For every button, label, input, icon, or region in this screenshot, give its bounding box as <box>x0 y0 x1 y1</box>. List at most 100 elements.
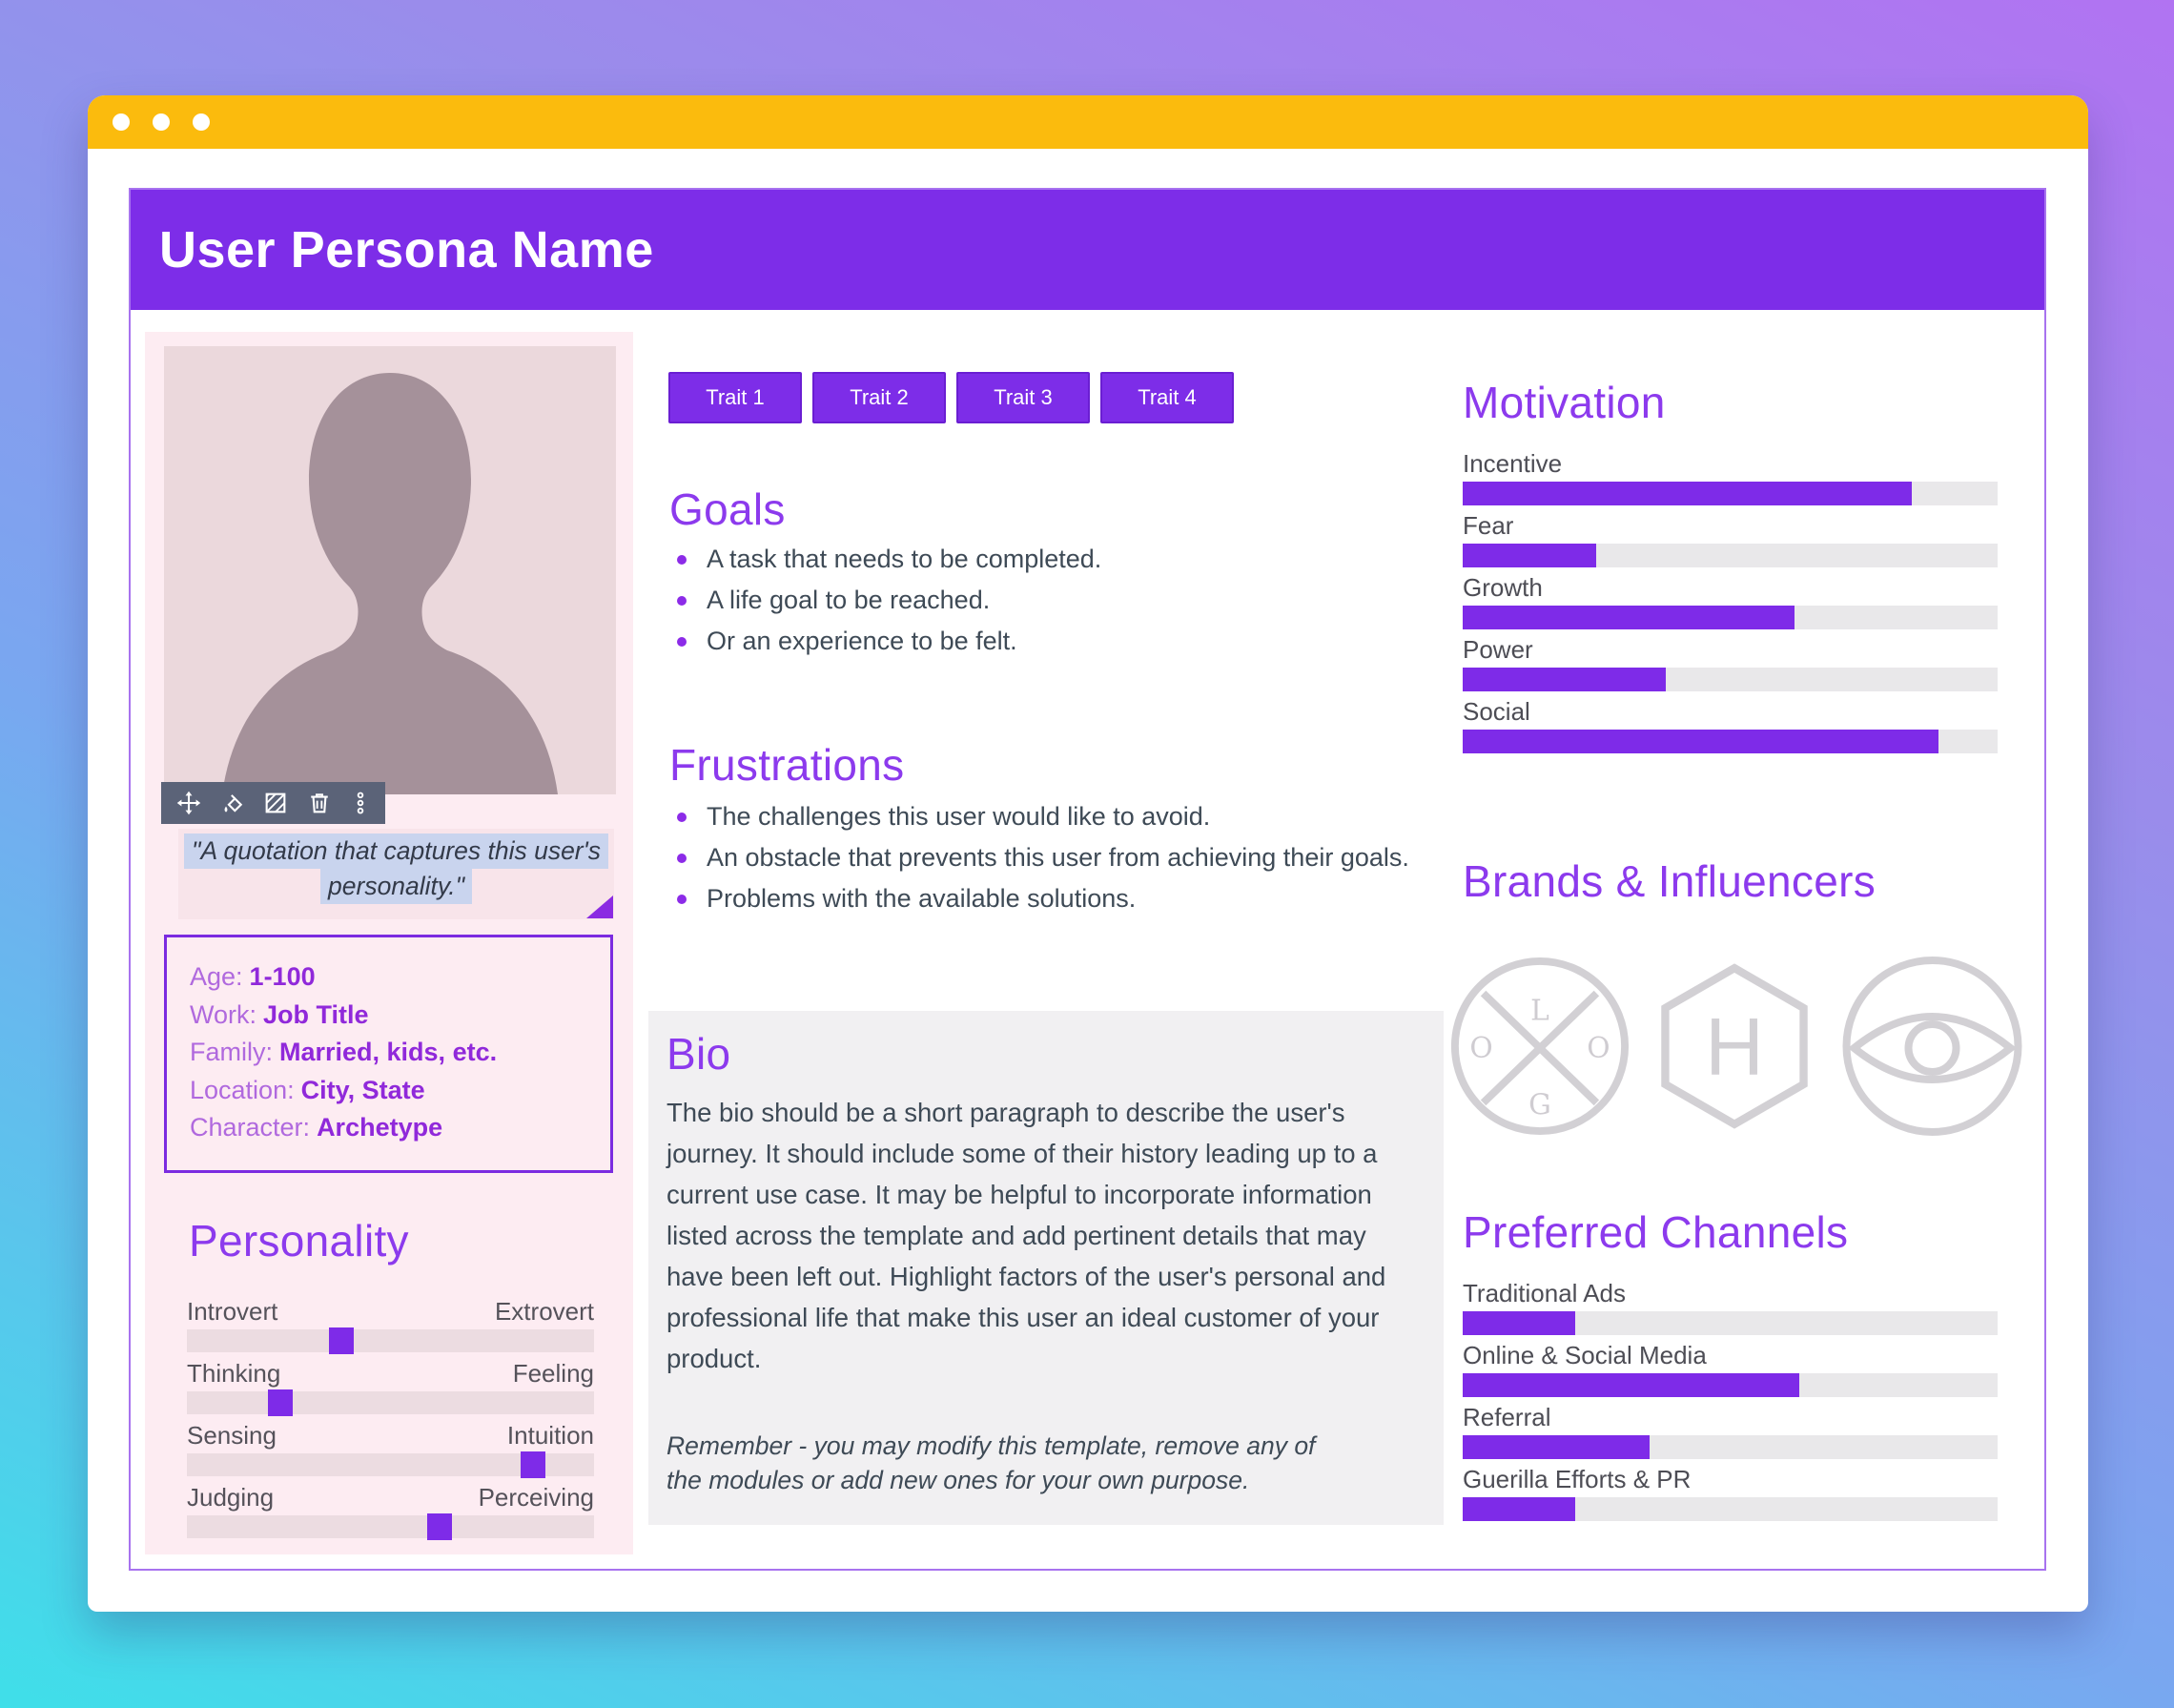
motivation-bars: Incentive Fear Growth Power <box>1463 449 1998 759</box>
channel-bars: Traditional Ads Online & Social Media Re… <box>1463 1279 1998 1527</box>
bar-track[interactable] <box>1463 1497 1998 1521</box>
bar-track[interactable] <box>1463 482 1998 505</box>
goal-item: Or an experience to be felt. <box>675 621 1438 662</box>
bar-track[interactable] <box>1463 1435 1998 1459</box>
info-character: Character: Archetype <box>190 1113 443 1142</box>
channel-bar-online-social: Online & Social Media <box>1463 1341 1998 1403</box>
slider-left-label: Judging <box>187 1483 275 1512</box>
page-title: User Persona Name <box>159 221 654 278</box>
bar-track[interactable] <box>1463 606 1998 629</box>
bar-fill <box>1463 1311 1575 1335</box>
slider-handle[interactable] <box>520 1451 545 1478</box>
motivation-title: Motivation <box>1463 378 1666 427</box>
element-toolbar <box>161 782 385 824</box>
slider-left-label: Sensing <box>187 1421 277 1450</box>
bar-fill <box>1463 1435 1651 1459</box>
brand-logos: L O O G H <box>1446 951 2030 1142</box>
bio-note: Remember - you may modify this template,… <box>667 1431 1316 1494</box>
bar-label: Online & Social Media <box>1463 1341 1707 1369</box>
move-icon[interactable] <box>175 790 202 816</box>
frustrations-title: Frustrations <box>669 740 905 790</box>
motivation-bar-growth: Growth <box>1463 573 1998 635</box>
motivation-bar-incentive: Incentive <box>1463 449 1998 511</box>
bio-section: Bio The bio should be a short paragraph … <box>648 1011 1444 1525</box>
slider-handle[interactable] <box>268 1389 294 1416</box>
bar-label: Power <box>1463 635 1533 664</box>
fill-color-icon[interactable] <box>219 790 246 816</box>
bar-fill <box>1463 1373 1800 1397</box>
frustration-item: An obstacle that prevents this user from… <box>675 837 1438 878</box>
slider-handle[interactable] <box>329 1327 355 1354</box>
slider-judging-perceiving: Judging Perceiving <box>187 1483 594 1540</box>
browser-window: User Persona Name <box>88 95 2088 1612</box>
bar-track[interactable] <box>1463 1373 1998 1397</box>
bio-title: Bio <box>667 1029 731 1079</box>
slider-track[interactable] <box>187 1513 594 1540</box>
channel-bar-traditional-ads: Traditional Ads <box>1463 1279 1998 1341</box>
quote-line-1: "A quotation that captures this user's <box>184 833 608 869</box>
persona-quote[interactable]: "A quotation that captures this user's p… <box>178 829 614 919</box>
window-control-dot[interactable] <box>113 113 130 131</box>
persona-template: User Persona Name <box>129 188 2046 1571</box>
bar-track[interactable] <box>1463 668 1998 691</box>
slider-right-label: Feeling <box>512 1359 594 1388</box>
slider-introvert-extrovert: Introvert Extrovert <box>187 1297 594 1354</box>
window-control-dot[interactable] <box>153 113 170 131</box>
bio-paragraph[interactable]: The bio should be a short paragraph to d… <box>667 1097 1386 1373</box>
motivation-bar-social: Social <box>1463 697 1998 759</box>
bar-fill <box>1463 1497 1575 1521</box>
bar-track[interactable] <box>1463 1311 1998 1335</box>
slider-right-label: Perceiving <box>478 1483 594 1512</box>
window-control-dot[interactable] <box>193 113 210 131</box>
slider-track[interactable] <box>187 1389 594 1416</box>
circle-x-logo-icon[interactable]: L O O G <box>1446 951 1634 1142</box>
hexagon-logo-icon[interactable]: H <box>1646 951 1823 1142</box>
trash-icon[interactable] <box>306 790 333 816</box>
slider-left-label: Introvert <box>187 1297 278 1326</box>
bar-fill <box>1463 606 1795 629</box>
svg-text:O: O <box>1469 1032 1492 1065</box>
eye-logo-icon[interactable] <box>1835 951 2030 1142</box>
persona-photo-placeholder[interactable] <box>164 346 616 794</box>
slider-track[interactable] <box>187 1327 594 1354</box>
slider-right-label: Intuition <box>506 1421 594 1450</box>
bar-label: Fear <box>1463 511 1514 540</box>
motivation-bar-fear: Fear <box>1463 511 1998 573</box>
demographics-box[interactable]: Age: 1-100 Work: Job Title Family: Married,… <box>164 935 613 1173</box>
channel-bar-referral: Referral <box>1463 1403 1998 1465</box>
svg-text:O: O <box>1587 1032 1610 1065</box>
bar-fill <box>1463 730 1939 753</box>
profile-panel: "A quotation that captures this user's p… <box>145 332 633 1554</box>
trait-4-button[interactable]: Trait 4 <box>1100 372 1234 423</box>
svg-text:H: H <box>1705 1002 1764 1093</box>
bar-fill <box>1463 482 1913 505</box>
bar-track[interactable] <box>1463 730 1998 753</box>
preferred-channels-title: Preferred Channels <box>1463 1207 1849 1257</box>
info-work: Work: Job Title <box>190 999 369 1029</box>
personality-title: Personality <box>189 1216 409 1266</box>
brands-title: Brands & Influencers <box>1463 856 1877 906</box>
frustration-item: The challenges this user would like to a… <box>675 796 1438 837</box>
slider-sensing-intuition: Sensing Intuition <box>187 1421 594 1478</box>
trait-3-button[interactable]: Trait 3 <box>956 372 1090 423</box>
resize-handle[interactable] <box>586 895 613 918</box>
trait-2-button[interactable]: Trait 2 <box>812 372 946 423</box>
svg-text:L: L <box>1530 994 1549 1027</box>
trait-buttons: Trait 1 Trait 2 Trait 3 Trait 4 <box>668 372 1234 423</box>
slider-track[interactable] <box>187 1451 594 1478</box>
person-silhouette-icon <box>222 373 558 794</box>
quote-line-2: personality." <box>320 869 472 904</box>
bar-label: Incentive <box>1463 449 1563 478</box>
goals-list: A task that needs to be completed. A lif… <box>675 539 1438 662</box>
slider-right-label: Extrovert <box>494 1297 594 1326</box>
slider-left-label: Thinking <box>187 1359 281 1388</box>
frustrations-list: The challenges this user would like to a… <box>675 796 1438 919</box>
more-options-icon[interactable] <box>350 790 371 816</box>
motivation-bar-power: Power <box>1463 635 1998 697</box>
slider-handle[interactable] <box>426 1513 452 1540</box>
bar-fill <box>1463 544 1597 567</box>
trait-1-button[interactable]: Trait 1 <box>668 372 802 423</box>
bar-track[interactable] <box>1463 544 1998 567</box>
pattern-icon[interactable] <box>262 790 289 816</box>
